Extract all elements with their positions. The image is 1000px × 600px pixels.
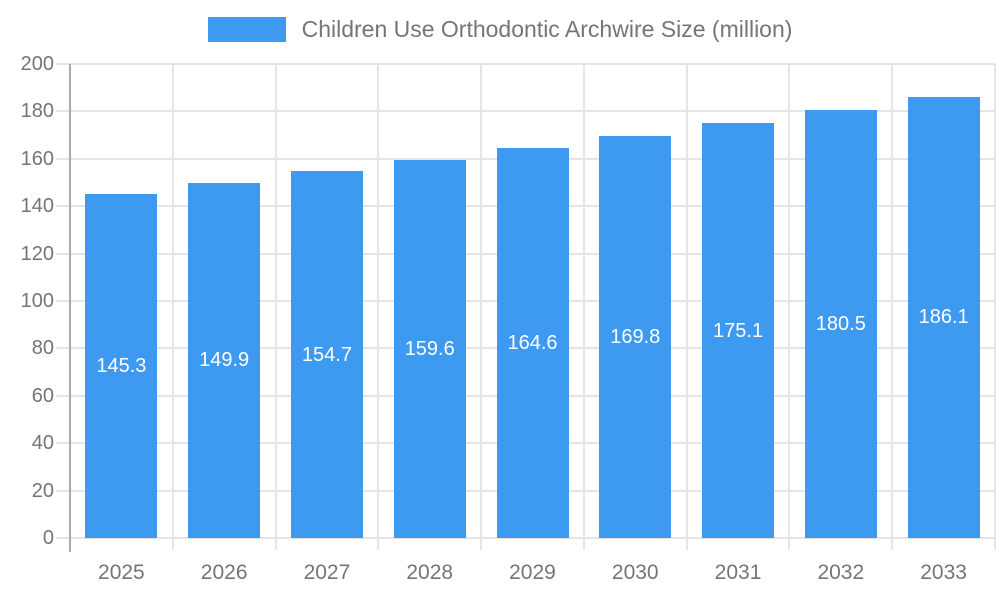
x-tick-label: 2030 <box>611 561 659 584</box>
x-gridline <box>685 64 688 550</box>
bar[interactable] <box>85 193 158 538</box>
y-tick-label: 140 <box>20 195 54 218</box>
y-axis-line <box>69 64 71 552</box>
x-gridline <box>377 64 380 550</box>
x-tick-label: 2026 <box>200 561 248 584</box>
x-gridline <box>480 64 483 550</box>
x-gridline <box>582 64 585 550</box>
x-gridline <box>171 64 174 550</box>
bar[interactable] <box>907 96 980 538</box>
y-tick-label: 120 <box>20 242 54 265</box>
y-tick-label: 40 <box>31 432 54 455</box>
x-gridline <box>788 64 791 550</box>
bar[interactable] <box>702 123 775 538</box>
x-gridline <box>994 64 996 550</box>
y-tick-label: 20 <box>31 479 54 502</box>
bar[interactable] <box>290 171 363 538</box>
bar-value-label: 186.1 <box>918 306 969 329</box>
bar-value-label: 159.6 <box>404 337 455 360</box>
y-gridline <box>56 537 995 539</box>
y-tick-label: 0 <box>42 527 54 549</box>
x-tick-label: 2025 <box>98 561 145 584</box>
x-tick-label: 2032 <box>817 561 865 584</box>
legend: Children Use Orthodontic Archwire Size (… <box>0 16 1000 43</box>
bar[interactable] <box>393 159 466 538</box>
bar[interactable] <box>188 182 261 538</box>
y-tick-label: 180 <box>20 100 54 123</box>
y-tick-label: 200 <box>20 53 54 75</box>
bar-value-label: 164.6 <box>507 331 558 354</box>
x-tick-label: 2028 <box>406 561 454 584</box>
y-tick-label: 80 <box>31 337 54 360</box>
bar-value-label: 154.7 <box>301 343 352 366</box>
bar[interactable] <box>599 135 672 538</box>
bar-value-label: 175.1 <box>713 319 764 342</box>
x-gridline <box>274 64 277 550</box>
bar-value-label: 145.3 <box>96 354 147 377</box>
bar[interactable] <box>804 110 877 538</box>
bar[interactable] <box>496 147 569 538</box>
x-gridline <box>891 64 894 550</box>
x-tick-label: 2027 <box>303 561 351 584</box>
legend-swatch-icon[interactable] <box>207 17 286 42</box>
y-tick-label: 100 <box>20 290 54 312</box>
y-gridline <box>56 63 995 65</box>
x-tick-label: 2031 <box>714 561 762 584</box>
y-tick-label: 60 <box>31 384 54 407</box>
y-tick-label: 160 <box>20 147 54 170</box>
y-gridline <box>56 110 995 113</box>
x-tick-label: 2033 <box>920 561 967 584</box>
x-tick-label: 2029 <box>509 561 556 584</box>
bar-value-label: 169.8 <box>610 325 661 348</box>
legend-label[interactable]: Children Use Orthodontic Archwire Size (… <box>301 16 793 42</box>
bar-value-label: 180.5 <box>815 313 866 336</box>
bar-value-label: 149.9 <box>199 349 250 372</box>
